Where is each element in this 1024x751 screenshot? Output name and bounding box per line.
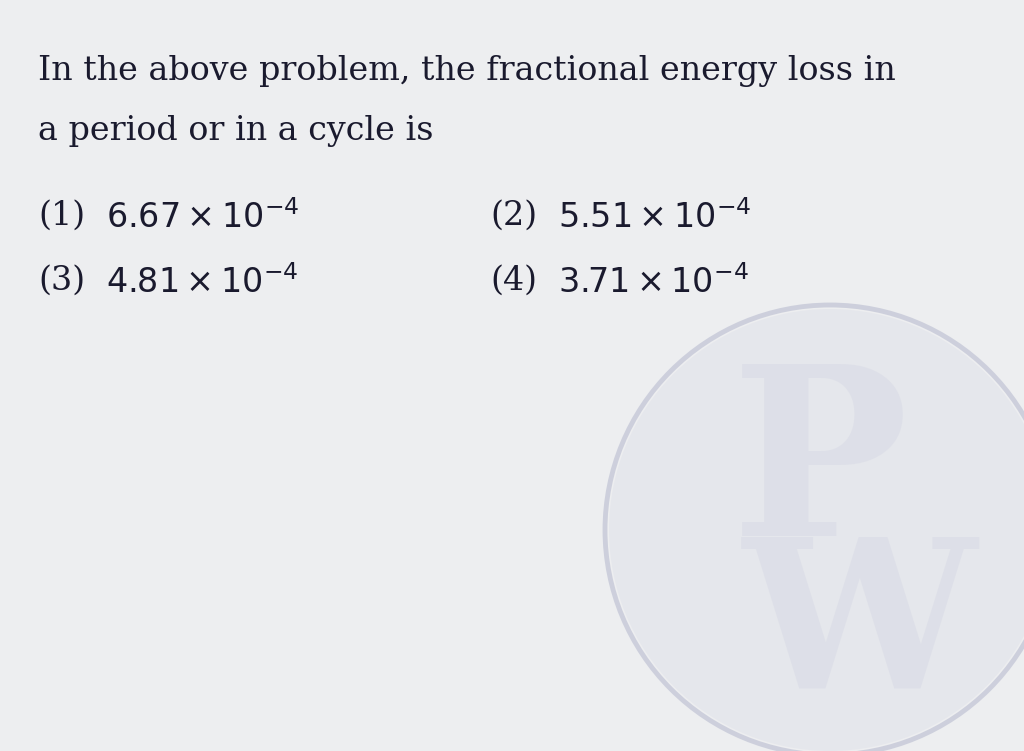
- Text: $3.71 \times 10^{-4}$: $3.71 \times 10^{-4}$: [558, 265, 749, 300]
- Text: $5.51 \times 10^{-4}$: $5.51 \times 10^{-4}$: [558, 200, 752, 235]
- Text: $4.81 \times 10^{-4}$: $4.81 \times 10^{-4}$: [106, 265, 298, 300]
- Text: In the above problem, the fractional energy loss in: In the above problem, the fractional ene…: [38, 55, 896, 87]
- Text: P: P: [731, 355, 909, 584]
- Circle shape: [609, 309, 1024, 751]
- Text: (4): (4): [490, 265, 537, 297]
- Text: (1): (1): [38, 200, 85, 232]
- Text: (2): (2): [490, 200, 538, 232]
- Text: a period or in a cycle is: a period or in a cycle is: [38, 115, 433, 147]
- Text: $6.67 \times 10^{-4}$: $6.67 \times 10^{-4}$: [106, 200, 299, 235]
- Text: W: W: [743, 529, 977, 731]
- Text: (3): (3): [38, 265, 85, 297]
